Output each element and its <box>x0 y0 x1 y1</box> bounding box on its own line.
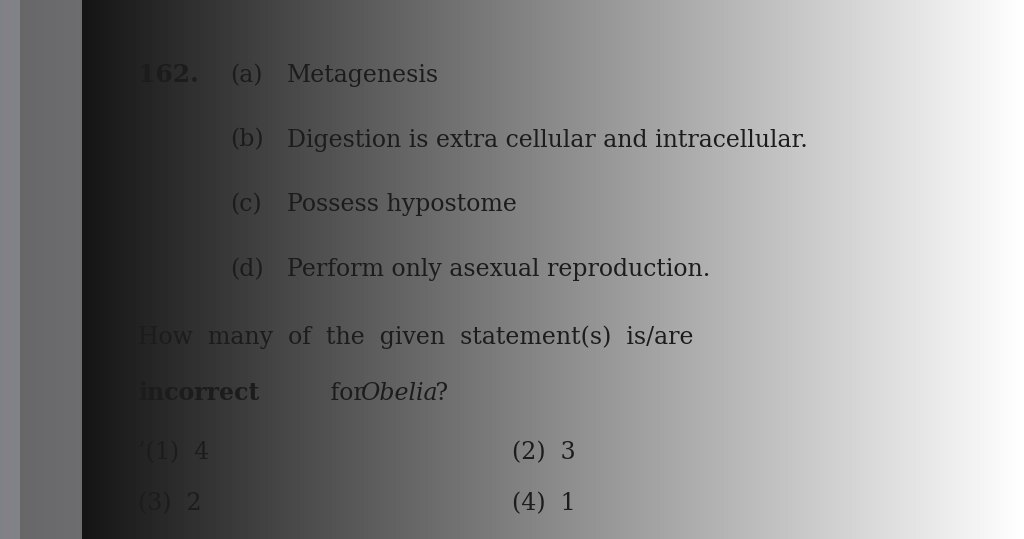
Text: (d): (d) <box>230 258 264 281</box>
Text: Possess hypostome: Possess hypostome <box>287 194 516 216</box>
Text: incorrect: incorrect <box>138 382 259 405</box>
Text: 162.: 162. <box>138 64 199 87</box>
Text: (a): (a) <box>230 64 263 87</box>
Text: How  many  of  the  given  statement(s)  is/are: How many of the given statement(s) is/ar… <box>138 325 693 349</box>
Text: Perform only asexual reproduction.: Perform only asexual reproduction. <box>287 258 710 281</box>
Text: Digestion is extra cellular and intracellular.: Digestion is extra cellular and intracel… <box>287 129 808 151</box>
Bar <box>0 0 20 539</box>
Text: (b): (b) <box>230 129 264 151</box>
Text: (2)  3: (2) 3 <box>512 441 575 464</box>
Text: ’(1)  4: ’(1) 4 <box>138 441 210 464</box>
Text: Obelia: Obelia <box>360 382 438 405</box>
Text: for: for <box>323 382 372 405</box>
Text: ?: ? <box>428 382 449 405</box>
Text: Metagenesis: Metagenesis <box>287 64 439 87</box>
Bar <box>0 0 82 539</box>
Text: (3)  2: (3) 2 <box>138 493 202 515</box>
Text: (4)  1: (4) 1 <box>512 493 575 515</box>
Text: (c): (c) <box>230 194 262 216</box>
